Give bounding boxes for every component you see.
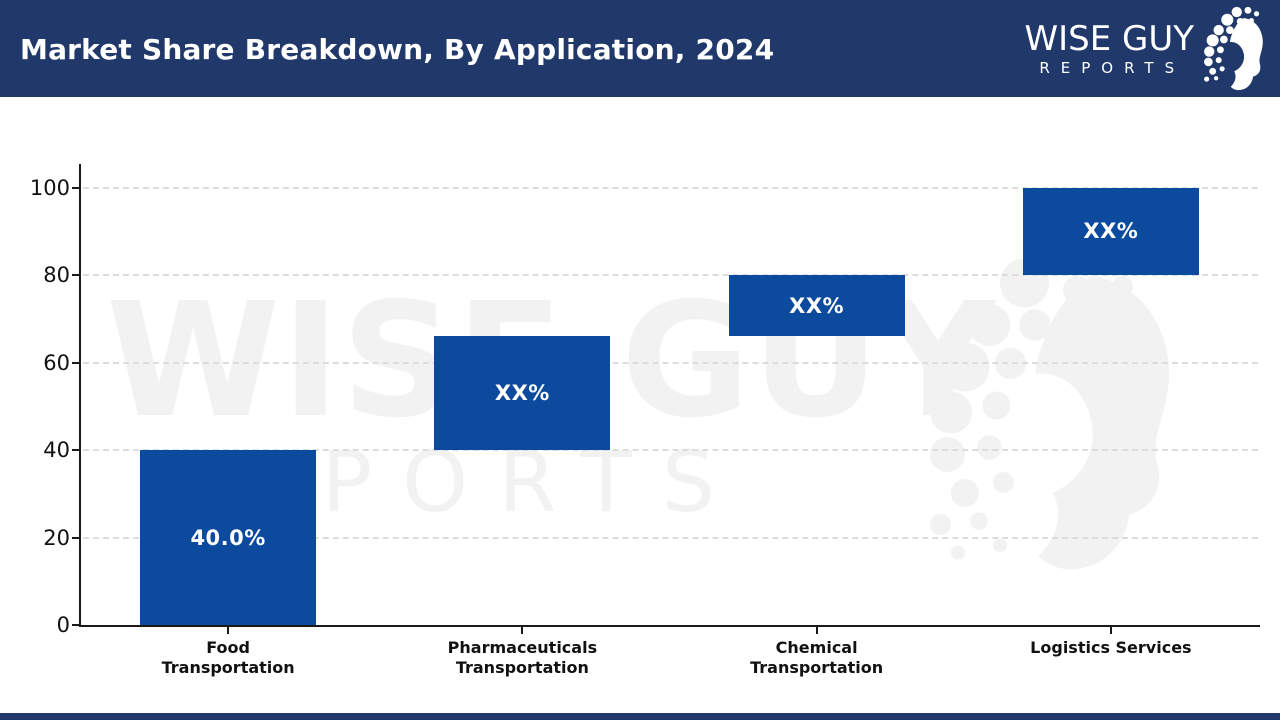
logo-text: WISE GUY REPORTS (1024, 21, 1194, 77)
y-tick-mark (72, 361, 79, 364)
grid-line (83, 449, 1258, 451)
y-axis-line (79, 164, 81, 627)
header: Market Share Breakdown, By Application, … (0, 0, 1280, 97)
grid-line (83, 186, 1258, 189)
bar-value-label: XX% (494, 381, 550, 406)
y-tick-mark (72, 274, 79, 276)
logo-wiseguy-label: WISE GUY (1024, 19, 1194, 59)
x-category-label-line: Chemical (775, 638, 858, 657)
footer-bar (0, 713, 1280, 720)
x-axis-line (79, 625, 1260, 627)
x-category-label-line: Food (206, 638, 250, 657)
grid-line (83, 274, 1258, 276)
bar: XX% (1022, 187, 1199, 275)
x-category-label: Logistics Services (1030, 638, 1191, 658)
x-tick-mark (815, 627, 818, 634)
x-category-label-line: Transportation (455, 658, 589, 677)
y-tick-mark (72, 449, 79, 451)
y-tick-label: 0 (56, 613, 70, 637)
bar: XX% (434, 336, 611, 450)
x-tick-mark (227, 627, 230, 634)
page-title: Market Share Breakdown, By Application, … (20, 33, 775, 66)
x-tick-mark (1109, 627, 1112, 634)
y-tick-mark (72, 186, 79, 189)
x-category-label: Chemical Transportation (750, 638, 883, 678)
logo-face-icon (1204, 6, 1263, 91)
y-tick-mark (72, 536, 79, 539)
y-tick-mark (72, 624, 79, 626)
grid-line (83, 361, 1258, 364)
logo-reports-label: REPORTS (1039, 59, 1186, 77)
x-category-label-line: Logistics Services (1030, 638, 1192, 657)
y-tick-label: 40 (43, 438, 70, 462)
bar-value-label: XX% (1083, 219, 1139, 244)
x-category-label-line: Transportation (750, 658, 884, 677)
bar-value-label: 40.0% (190, 525, 266, 550)
x-category-label-line: Transportation (161, 658, 295, 677)
bar-value-label: XX% (789, 293, 845, 318)
y-tick-label: 20 (43, 525, 70, 550)
y-tick-label: 100 (29, 175, 70, 200)
x-tick-mark (521, 627, 524, 634)
y-tick-label: 60 (43, 350, 70, 375)
wise-guy-logo: WISE GUY REPORTS (1024, 6, 1266, 92)
bar: 40.0% (140, 450, 317, 625)
bar: XX% (728, 275, 905, 337)
x-category-label: Food Transportation (162, 638, 295, 678)
grid-line (83, 536, 1258, 539)
y-tick-label: 80 (43, 263, 70, 287)
x-category-label-line: Pharmaceuticals (447, 638, 598, 657)
x-category-label: Pharmaceuticals Transportation (448, 638, 597, 678)
